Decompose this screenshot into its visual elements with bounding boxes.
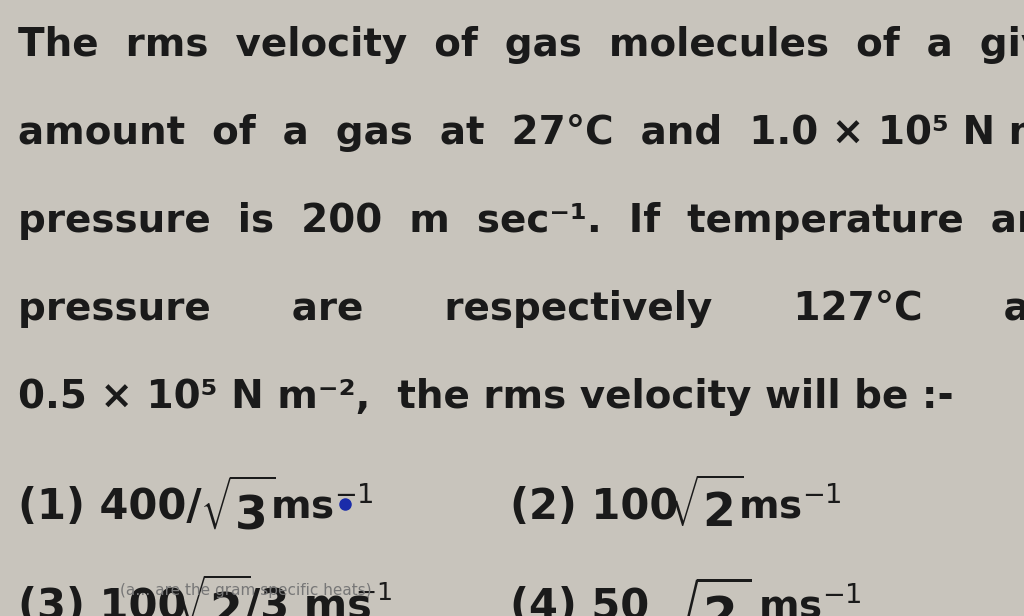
Text: (1) 400/: (1) 400/ — [18, 486, 202, 528]
Text: The  rms  velocity  of  gas  molecules  of  a  given: The rms velocity of gas molecules of a g… — [18, 26, 1024, 64]
Text: $\mathbf{\sqrt{3}}$: $\mathbf{\sqrt{3}}$ — [200, 481, 275, 540]
Text: $^{-1}$: $^{-1}$ — [355, 586, 392, 616]
Text: /3 ms: /3 ms — [245, 586, 372, 616]
Text: ms$^{-1}$: ms$^{-1}$ — [738, 486, 842, 525]
Text: ms$^{-1}$: ms$^{-1}$ — [758, 586, 861, 616]
Text: $\mathbf{\sqrt{2}}$: $\mathbf{\sqrt{2}}$ — [175, 581, 250, 616]
Text: $\mathbf{\sqrt{2}}$: $\mathbf{\sqrt{2}}$ — [668, 481, 743, 538]
Text: (3) 100: (3) 100 — [18, 586, 186, 616]
Text: pressure  is  200  m  sec⁻¹.  If  temperature  and: pressure is 200 m sec⁻¹. If temperature … — [18, 202, 1024, 240]
Text: (a… are the gram specific heats): (a… are the gram specific heats) — [120, 583, 372, 598]
Text: ms$^{-1}$: ms$^{-1}$ — [270, 486, 374, 525]
Text: (2) 100: (2) 100 — [510, 486, 678, 528]
Text: 0.5 × 10⁵ N m⁻²,  the rms velocity will be :-: 0.5 × 10⁵ N m⁻², the rms velocity will b… — [18, 378, 953, 416]
Text: (4) 50: (4) 50 — [510, 586, 649, 616]
Text: pressure      are      respectively      127°C      and: pressure are respectively 127°C and — [18, 290, 1024, 328]
Text: $\mathbf{\sqrt{\dfrac{2}{3}}}$: $\mathbf{\sqrt{\dfrac{2}{3}}}$ — [648, 574, 752, 616]
Text: amount  of  a  gas  at  27°C  and  1.0 × 10⁵ N m⁻²: amount of a gas at 27°C and 1.0 × 10⁵ N … — [18, 114, 1024, 152]
